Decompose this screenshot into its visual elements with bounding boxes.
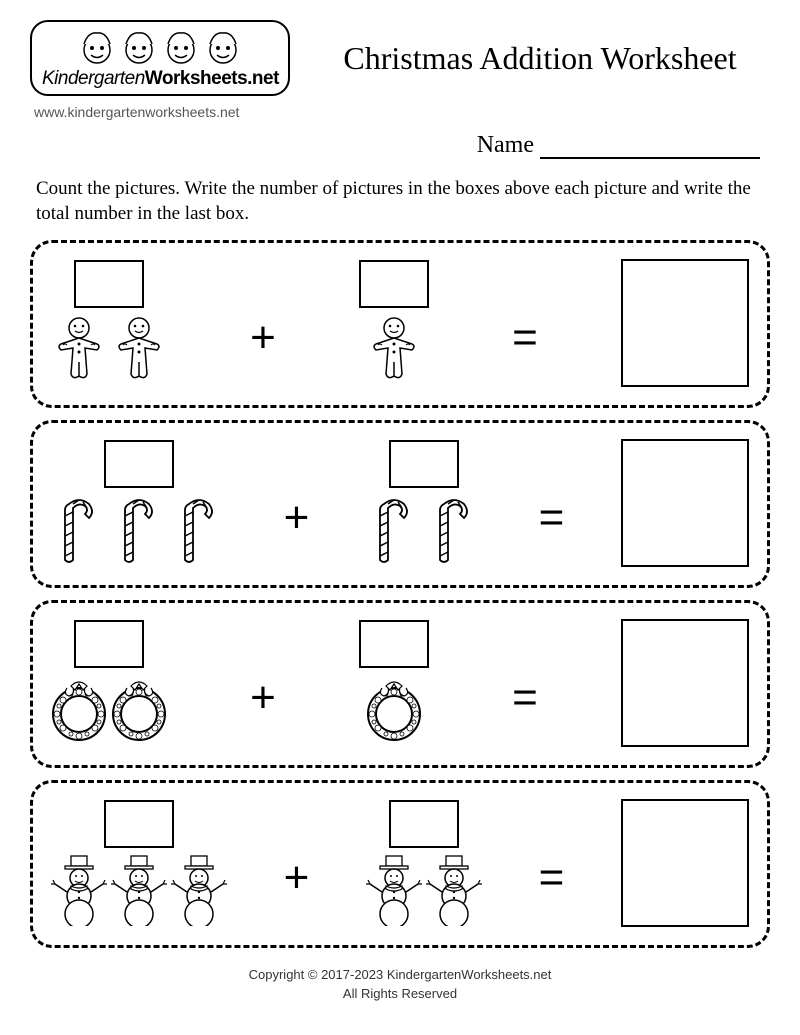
left-group	[51, 440, 227, 566]
website-url: www.kindergartenworksheets.net	[34, 104, 770, 120]
count-box-right[interactable]	[359, 620, 429, 668]
count-box-left[interactable]	[74, 260, 144, 308]
picture-group	[51, 854, 227, 926]
candycane-icon	[111, 494, 167, 566]
right-group	[366, 800, 482, 926]
worksheet-title: Christmas Addition Worksheet	[310, 40, 770, 77]
problem-row: +=	[30, 420, 770, 588]
plus-operator: +	[250, 283, 276, 363]
logo-word-2: Worksheets	[145, 68, 247, 89]
child-face-icon	[162, 28, 200, 66]
snowman-icon	[426, 854, 482, 926]
candycane-icon	[366, 494, 422, 566]
count-box-right[interactable]	[359, 260, 429, 308]
right-group	[359, 260, 429, 386]
snowman-icon	[111, 854, 167, 926]
picture-group	[366, 674, 422, 746]
name-blank-line[interactable]	[540, 157, 760, 159]
count-box-left[interactable]	[104, 440, 174, 488]
picture-group	[366, 494, 482, 566]
child-face-icon	[78, 28, 116, 66]
right-group	[366, 440, 482, 566]
problem-row: +=	[30, 780, 770, 948]
equals-operator: =	[539, 463, 565, 543]
count-box-right[interactable]	[389, 440, 459, 488]
rights-line: All Rights Reserved	[30, 985, 770, 1003]
logo-text: KindergartenWorksheets.net	[42, 68, 278, 90]
answer-box[interactable]	[621, 619, 749, 747]
snowman-icon	[51, 854, 107, 926]
instructions: Count the pictures. Write the number of …	[30, 177, 770, 226]
snowman-icon	[171, 854, 227, 926]
plus-operator: +	[250, 643, 276, 723]
wreath-icon	[111, 674, 167, 746]
gingerbread-icon	[111, 314, 167, 386]
answer-box[interactable]	[621, 259, 749, 387]
name-field: Name	[30, 132, 770, 159]
logo-domain: .net	[247, 68, 279, 89]
gingerbread-icon	[366, 314, 422, 386]
equals-operator: =	[539, 823, 565, 903]
footer: Copyright © 2017-2023 KindergartenWorksh…	[30, 966, 770, 1002]
candycane-icon	[426, 494, 482, 566]
picture-group	[51, 314, 167, 386]
problem-row: +=	[30, 240, 770, 408]
picture-group	[51, 674, 167, 746]
count-box-left[interactable]	[104, 800, 174, 848]
plus-operator: +	[284, 463, 310, 543]
header: KindergartenWorksheets.net Christmas Add…	[30, 20, 770, 96]
problems-container: +=+=+=+=	[30, 240, 770, 948]
child-face-icon	[120, 28, 158, 66]
picture-group	[366, 854, 482, 926]
wreath-icon	[51, 674, 107, 746]
candycane-icon	[171, 494, 227, 566]
left-group	[51, 260, 167, 386]
wreath-icon	[366, 674, 422, 746]
count-box-right[interactable]	[389, 800, 459, 848]
plus-operator: +	[284, 823, 310, 903]
picture-group	[51, 494, 227, 566]
count-box-left[interactable]	[74, 620, 144, 668]
equals-operator: =	[512, 283, 538, 363]
candycane-icon	[51, 494, 107, 566]
right-group	[359, 620, 429, 746]
logo-faces	[42, 28, 278, 66]
gingerbread-icon	[51, 314, 107, 386]
name-label: Name	[477, 132, 534, 158]
copyright-line: Copyright © 2017-2023 KindergartenWorksh…	[30, 966, 770, 984]
picture-group	[366, 314, 422, 386]
equals-operator: =	[512, 643, 538, 723]
answer-box[interactable]	[621, 799, 749, 927]
problem-row: +=	[30, 600, 770, 768]
child-face-icon	[204, 28, 242, 66]
answer-box[interactable]	[621, 439, 749, 567]
left-group	[51, 620, 167, 746]
logo-word-1: Kindergarten	[42, 68, 145, 89]
logo: KindergartenWorksheets.net	[30, 20, 290, 96]
left-group	[51, 800, 227, 926]
snowman-icon	[366, 854, 422, 926]
